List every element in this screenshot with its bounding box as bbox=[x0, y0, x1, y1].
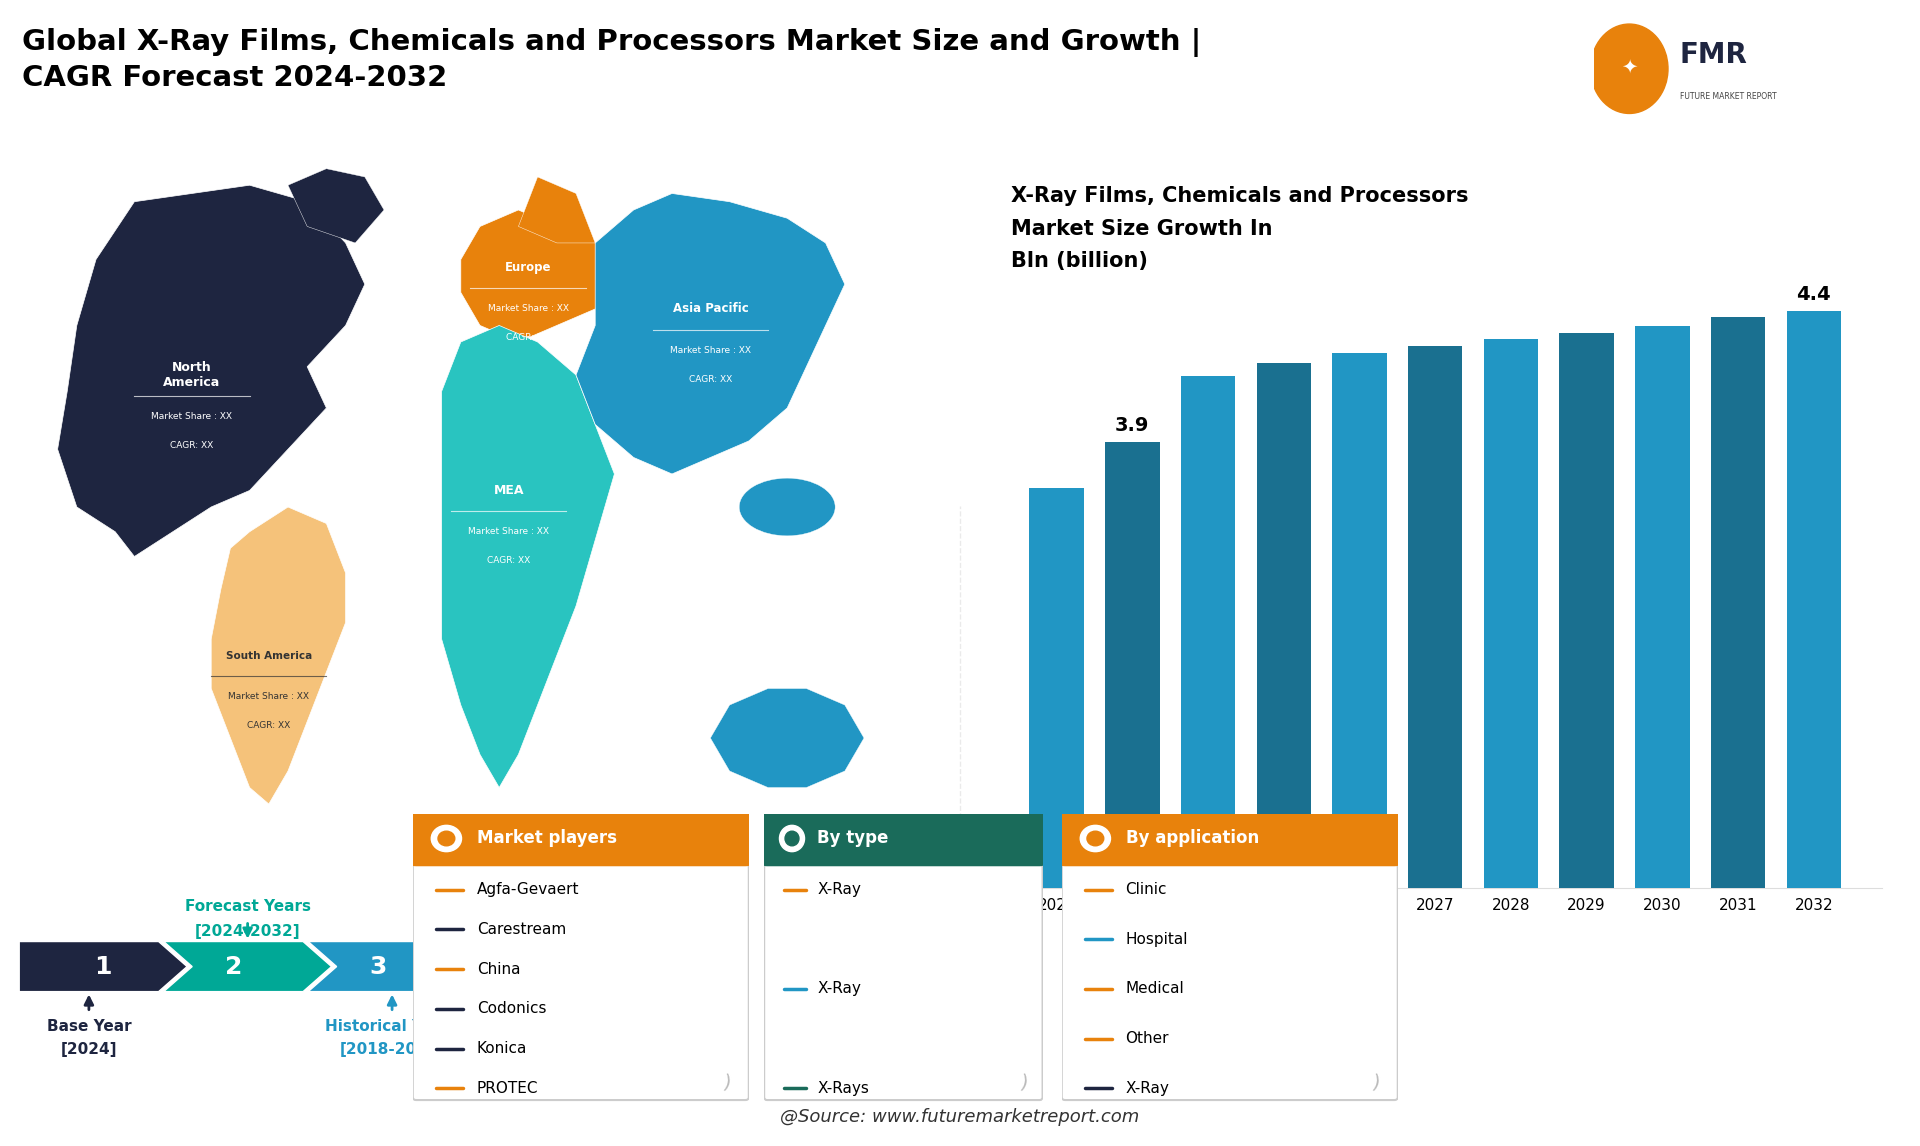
Circle shape bbox=[1081, 825, 1110, 851]
Bar bbox=[1332, 353, 1386, 888]
Bar bbox=[1711, 317, 1764, 888]
Polygon shape bbox=[518, 176, 595, 243]
Text: 5.2%: 5.2% bbox=[497, 920, 547, 939]
Polygon shape bbox=[58, 186, 365, 557]
Polygon shape bbox=[710, 689, 864, 787]
Text: X-Rays: X-Rays bbox=[818, 1081, 870, 1096]
Polygon shape bbox=[211, 507, 346, 804]
Polygon shape bbox=[307, 942, 476, 991]
Text: @Source: www.futuremarketreport.com: @Source: www.futuremarketreport.com bbox=[780, 1108, 1140, 1127]
Text: FMR: FMR bbox=[1680, 41, 1747, 69]
Text: North
America: North America bbox=[163, 361, 221, 388]
Text: Agfa-Gevaert: Agfa-Gevaert bbox=[476, 882, 580, 897]
Text: 4.4: 4.4 bbox=[1797, 285, 1832, 304]
Text: [2018-2023]: [2018-2023] bbox=[340, 1042, 445, 1057]
Ellipse shape bbox=[739, 478, 835, 536]
Text: Medical: Medical bbox=[1125, 981, 1185, 997]
Text: CAGR Forecast 2024-2032: CAGR Forecast 2024-2032 bbox=[21, 64, 447, 92]
Text: ): ) bbox=[722, 1073, 732, 1093]
FancyBboxPatch shape bbox=[413, 861, 749, 1100]
Text: Clinic: Clinic bbox=[1125, 882, 1167, 897]
Text: CAGR: XX: CAGR: XX bbox=[689, 375, 732, 384]
Text: South America: South America bbox=[227, 651, 311, 660]
Text: By application: By application bbox=[1125, 830, 1260, 848]
Polygon shape bbox=[163, 942, 332, 991]
Polygon shape bbox=[288, 168, 384, 243]
Text: 1: 1 bbox=[94, 955, 111, 979]
Text: Other: Other bbox=[1125, 1031, 1169, 1046]
Text: ): ) bbox=[1371, 1073, 1380, 1093]
Text: 3: 3 bbox=[369, 955, 386, 979]
Text: Market Share : XX: Market Share : XX bbox=[488, 305, 568, 314]
Text: [2024-2032]: [2024-2032] bbox=[194, 925, 300, 940]
Bar bbox=[1484, 339, 1538, 888]
FancyBboxPatch shape bbox=[407, 810, 756, 866]
Text: Base Year: Base Year bbox=[46, 1019, 131, 1034]
Bar bbox=[1407, 346, 1463, 888]
Text: Forecast Years: Forecast Years bbox=[184, 900, 311, 915]
Circle shape bbox=[438, 831, 455, 846]
Bar bbox=[1106, 442, 1160, 888]
Polygon shape bbox=[576, 194, 845, 474]
Circle shape bbox=[1590, 24, 1668, 113]
Polygon shape bbox=[453, 942, 591, 991]
Text: ✦: ✦ bbox=[1620, 57, 1638, 77]
Text: Market Share : XX: Market Share : XX bbox=[468, 527, 549, 536]
Text: Market players: Market players bbox=[476, 830, 616, 848]
Text: Codonics: Codonics bbox=[476, 1002, 545, 1017]
Bar bbox=[1636, 327, 1690, 888]
Text: Carestream: Carestream bbox=[476, 921, 566, 937]
FancyBboxPatch shape bbox=[1056, 810, 1405, 866]
Text: By type: By type bbox=[818, 830, 889, 848]
Text: CAGR: XX: CAGR: XX bbox=[171, 440, 213, 449]
Polygon shape bbox=[461, 210, 614, 342]
Text: Bln (billion): Bln (billion) bbox=[1012, 251, 1148, 272]
Text: X-Ray: X-Ray bbox=[1125, 1081, 1169, 1096]
Text: 3.9: 3.9 bbox=[1116, 416, 1150, 435]
Circle shape bbox=[432, 825, 461, 851]
Text: MEA: MEA bbox=[493, 484, 524, 497]
Text: Europe: Europe bbox=[505, 261, 551, 274]
FancyBboxPatch shape bbox=[764, 861, 1043, 1100]
Text: X-Ray: X-Ray bbox=[818, 882, 860, 897]
Polygon shape bbox=[19, 942, 186, 991]
Circle shape bbox=[785, 831, 799, 846]
Text: ): ) bbox=[1018, 1073, 1029, 1093]
Text: CAGR: XX: CAGR: XX bbox=[507, 333, 549, 343]
Text: Historical Years: Historical Years bbox=[324, 1019, 459, 1034]
FancyBboxPatch shape bbox=[1062, 861, 1398, 1100]
Text: CAGR: XX: CAGR: XX bbox=[488, 556, 530, 565]
Bar bbox=[1181, 376, 1235, 888]
Text: CAGR: XX: CAGR: XX bbox=[248, 721, 290, 730]
Text: [2024]: [2024] bbox=[61, 1042, 117, 1057]
Text: FUTURE MARKET REPORT: FUTURE MARKET REPORT bbox=[1680, 92, 1776, 101]
Text: CAGR: CAGR bbox=[497, 896, 547, 915]
Bar bbox=[1029, 488, 1085, 888]
Bar bbox=[1256, 363, 1311, 888]
Text: Global X-Ray Films, Chemicals and Processors Market Size and Growth |: Global X-Ray Films, Chemicals and Proces… bbox=[21, 28, 1202, 57]
Bar bbox=[1786, 311, 1841, 888]
Text: X-Ray Films, Chemicals and Processors: X-Ray Films, Chemicals and Processors bbox=[1012, 186, 1469, 206]
Text: Market Size Growth In: Market Size Growth In bbox=[1012, 219, 1273, 238]
Text: X-Ray: X-Ray bbox=[818, 981, 860, 997]
Text: Hospital: Hospital bbox=[1125, 932, 1188, 947]
FancyBboxPatch shape bbox=[758, 810, 1048, 866]
Text: Asia Pacific: Asia Pacific bbox=[672, 303, 749, 315]
Text: Market Share : XX: Market Share : XX bbox=[670, 346, 751, 355]
Circle shape bbox=[780, 825, 804, 851]
Text: Konica: Konica bbox=[476, 1041, 526, 1057]
Polygon shape bbox=[442, 325, 614, 787]
Text: Market Share : XX: Market Share : XX bbox=[228, 692, 309, 701]
Circle shape bbox=[1087, 831, 1104, 846]
Text: 4: 4 bbox=[513, 955, 532, 979]
Text: China: China bbox=[476, 961, 520, 976]
Text: 2: 2 bbox=[225, 955, 242, 979]
Bar bbox=[1559, 332, 1615, 888]
Text: Market Share : XX: Market Share : XX bbox=[152, 411, 232, 421]
Text: PROTEC: PROTEC bbox=[476, 1081, 538, 1096]
